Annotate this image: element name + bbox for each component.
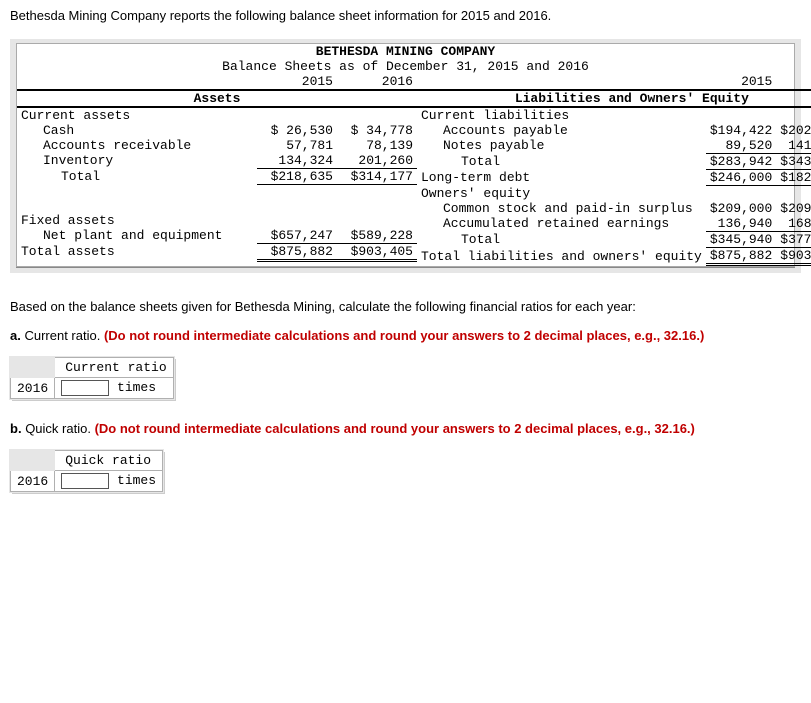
qb-instr: (Do not round intermediate calculations …	[95, 421, 695, 436]
qa-year: 2016	[11, 378, 55, 399]
question-b: b. Quick ratio. (Do not round intermedia…	[10, 421, 801, 436]
re-label: Accumulated retained earnings	[417, 216, 706, 232]
ap-label: Accounts payable	[417, 123, 706, 138]
tle-label: Total liabilities and owners' equity	[417, 248, 706, 265]
ar-2016: 78,139	[337, 138, 417, 153]
quick-ratio-header: Quick ratio	[55, 451, 163, 471]
ltd-2015: $246,000	[706, 170, 776, 186]
year-2015-left: 2015	[257, 74, 337, 90]
ta-2015: $875,882	[257, 243, 337, 260]
question-a: a. Current ratio. (Do not round intermed…	[10, 328, 801, 343]
liab-header: Liabilities and Owners' Equity	[417, 90, 811, 107]
cash-2015: $ 26,530	[257, 123, 337, 138]
qa-label: Current ratio.	[24, 328, 100, 343]
year-2016-right: 2016	[776, 74, 811, 90]
qb-prefix: b.	[10, 421, 22, 436]
ar-label: Accounts receivable	[17, 138, 257, 153]
ltd-label: Long-term debt	[417, 170, 706, 186]
ar-2015: 57,781	[257, 138, 337, 153]
ltd-2016: $182,750	[776, 170, 811, 186]
current-assets-label: Current assets	[17, 107, 417, 123]
total-oe-2016: $377,456	[776, 232, 811, 248]
total-cl-2016: $343,199	[776, 154, 811, 170]
current-ratio-table: Current ratio 2016 times	[10, 357, 174, 399]
ta-2016: $903,405	[337, 243, 417, 260]
total-ca-2016: $314,177	[337, 169, 417, 185]
total-ca-label: Total	[17, 169, 257, 185]
qa-prefix: a.	[10, 328, 21, 343]
total-cl-2015: $283,942	[706, 154, 776, 170]
qb-label: Quick ratio.	[25, 421, 91, 436]
tle-2015: $875,882	[706, 248, 776, 265]
cs-2016: $209,000	[776, 201, 811, 216]
np-2015: 89,520	[706, 138, 776, 154]
qa-unit: times	[117, 380, 156, 395]
total-cl-label: Total	[417, 154, 706, 170]
cash-2016: $ 34,778	[337, 123, 417, 138]
qb-unit: times	[117, 473, 156, 488]
total-oe-label: Total	[417, 232, 706, 248]
np-label: Notes payable	[417, 138, 706, 154]
balance-sheet: BETHESDA MINING COMPANY Balance Sheets a…	[10, 39, 801, 273]
current-liab-label: Current liabilities	[417, 107, 811, 123]
ppe-2015: $657,247	[257, 228, 337, 244]
qa-instr: (Do not round intermediate calculations …	[104, 328, 704, 343]
ppe-label: Net plant and equipment	[17, 228, 257, 244]
ap-2016: $202,111	[776, 123, 811, 138]
quick-ratio-table: Quick ratio 2016 times	[10, 450, 163, 492]
total-ca-2015: $218,635	[257, 169, 337, 185]
cs-label: Common stock and paid-in surplus	[417, 201, 706, 216]
re-2016: 168,456	[776, 216, 811, 232]
inv-2016: 201,260	[337, 153, 417, 169]
current-ratio-input[interactable]	[61, 380, 109, 396]
cash-label: Cash	[17, 123, 257, 138]
re-2015: 136,940	[706, 216, 776, 232]
inv-2015: 134,324	[257, 153, 337, 169]
total-oe-2015: $345,940	[706, 232, 776, 248]
sheet-subtitle: Balance Sheets as of December 31, 2015 a…	[17, 59, 794, 74]
company-name: BETHESDA MINING COMPANY	[17, 44, 794, 59]
intro-text: Bethesda Mining Company reports the foll…	[10, 8, 801, 23]
questions-intro: Based on the balance sheets given for Be…	[10, 299, 801, 314]
ppe-2016: $589,228	[337, 228, 417, 244]
cs-2015: $209,000	[706, 201, 776, 216]
year-2015-right: 2015	[706, 74, 776, 90]
inv-label: Inventory	[17, 153, 257, 169]
assets-header: Assets	[17, 90, 417, 107]
ap-2015: $194,422	[706, 123, 776, 138]
quick-ratio-input[interactable]	[61, 473, 109, 489]
total-assets-label: Total assets	[17, 243, 257, 260]
fixed-assets-label: Fixed assets	[17, 213, 417, 228]
year-2016-left: 2016	[337, 74, 417, 90]
tle-2016: $903,405	[776, 248, 811, 265]
qb-year: 2016	[11, 471, 55, 492]
owners-equity-label: Owners' equity	[417, 186, 811, 202]
np-2016: 141,088	[776, 138, 811, 154]
current-ratio-header: Current ratio	[55, 358, 173, 378]
